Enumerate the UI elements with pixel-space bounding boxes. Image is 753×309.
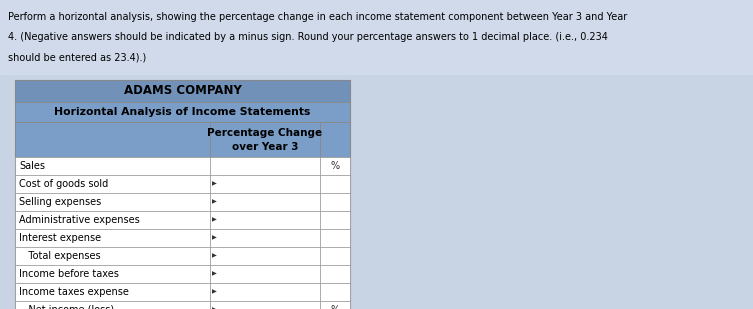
- Bar: [0, 0, 753, 75]
- Text: Income taxes expense: Income taxes expense: [19, 287, 129, 297]
- Text: should be entered as 23.4).): should be entered as 23.4).): [8, 52, 146, 62]
- Bar: [15, 157, 210, 175]
- Bar: [15, 265, 210, 283]
- Text: ▶: ▶: [212, 218, 217, 222]
- Bar: [320, 157, 350, 175]
- Bar: [15, 175, 210, 193]
- Bar: [210, 265, 320, 283]
- Bar: [210, 157, 320, 175]
- Text: Percentage Change
over Year 3: Percentage Change over Year 3: [207, 128, 322, 151]
- Bar: [210, 122, 320, 157]
- Bar: [15, 122, 210, 157]
- Bar: [210, 193, 320, 211]
- Bar: [210, 229, 320, 247]
- Bar: [15, 102, 350, 122]
- Bar: [210, 211, 320, 229]
- Bar: [210, 283, 320, 301]
- Bar: [210, 247, 320, 265]
- Bar: [210, 175, 320, 193]
- Text: Selling expenses: Selling expenses: [19, 197, 101, 207]
- Text: ▶: ▶: [212, 253, 217, 259]
- Text: 4. (Negative answers should be indicated by a minus sign. Round your percentage : 4. (Negative answers should be indicated…: [8, 32, 608, 42]
- Text: ▶: ▶: [212, 290, 217, 294]
- Text: Total expenses: Total expenses: [19, 251, 101, 261]
- Text: ADAMS COMPANY: ADAMS COMPANY: [123, 84, 242, 98]
- Bar: [320, 247, 350, 265]
- Text: Sales: Sales: [19, 161, 45, 171]
- Text: Cost of goods sold: Cost of goods sold: [19, 179, 108, 189]
- Bar: [15, 247, 210, 265]
- Text: ▶: ▶: [212, 181, 217, 187]
- Text: ▶: ▶: [212, 200, 217, 205]
- Bar: [320, 265, 350, 283]
- Text: Net income (loss): Net income (loss): [19, 305, 114, 309]
- Bar: [15, 211, 210, 229]
- Bar: [15, 301, 210, 309]
- Bar: [320, 283, 350, 301]
- Bar: [320, 211, 350, 229]
- Text: ▶: ▶: [212, 272, 217, 277]
- Bar: [210, 301, 320, 309]
- Bar: [15, 80, 350, 309]
- Text: Interest expense: Interest expense: [19, 233, 101, 243]
- Text: Perform a horizontal analysis, showing the percentage change in each income stat: Perform a horizontal analysis, showing t…: [8, 12, 627, 22]
- Text: ▶: ▶: [212, 307, 217, 309]
- Bar: [320, 301, 350, 309]
- Bar: [15, 193, 210, 211]
- Bar: [15, 80, 350, 102]
- Text: Horizontal Analysis of Income Statements: Horizontal Analysis of Income Statements: [54, 107, 311, 117]
- Text: ▶: ▶: [212, 235, 217, 240]
- Text: %: %: [331, 305, 340, 309]
- Bar: [15, 283, 210, 301]
- Text: Income before taxes: Income before taxes: [19, 269, 119, 279]
- Bar: [320, 122, 350, 157]
- Bar: [15, 229, 210, 247]
- Text: Administrative expenses: Administrative expenses: [19, 215, 140, 225]
- Text: %: %: [331, 161, 340, 171]
- Bar: [320, 193, 350, 211]
- Bar: [320, 229, 350, 247]
- Bar: [320, 175, 350, 193]
